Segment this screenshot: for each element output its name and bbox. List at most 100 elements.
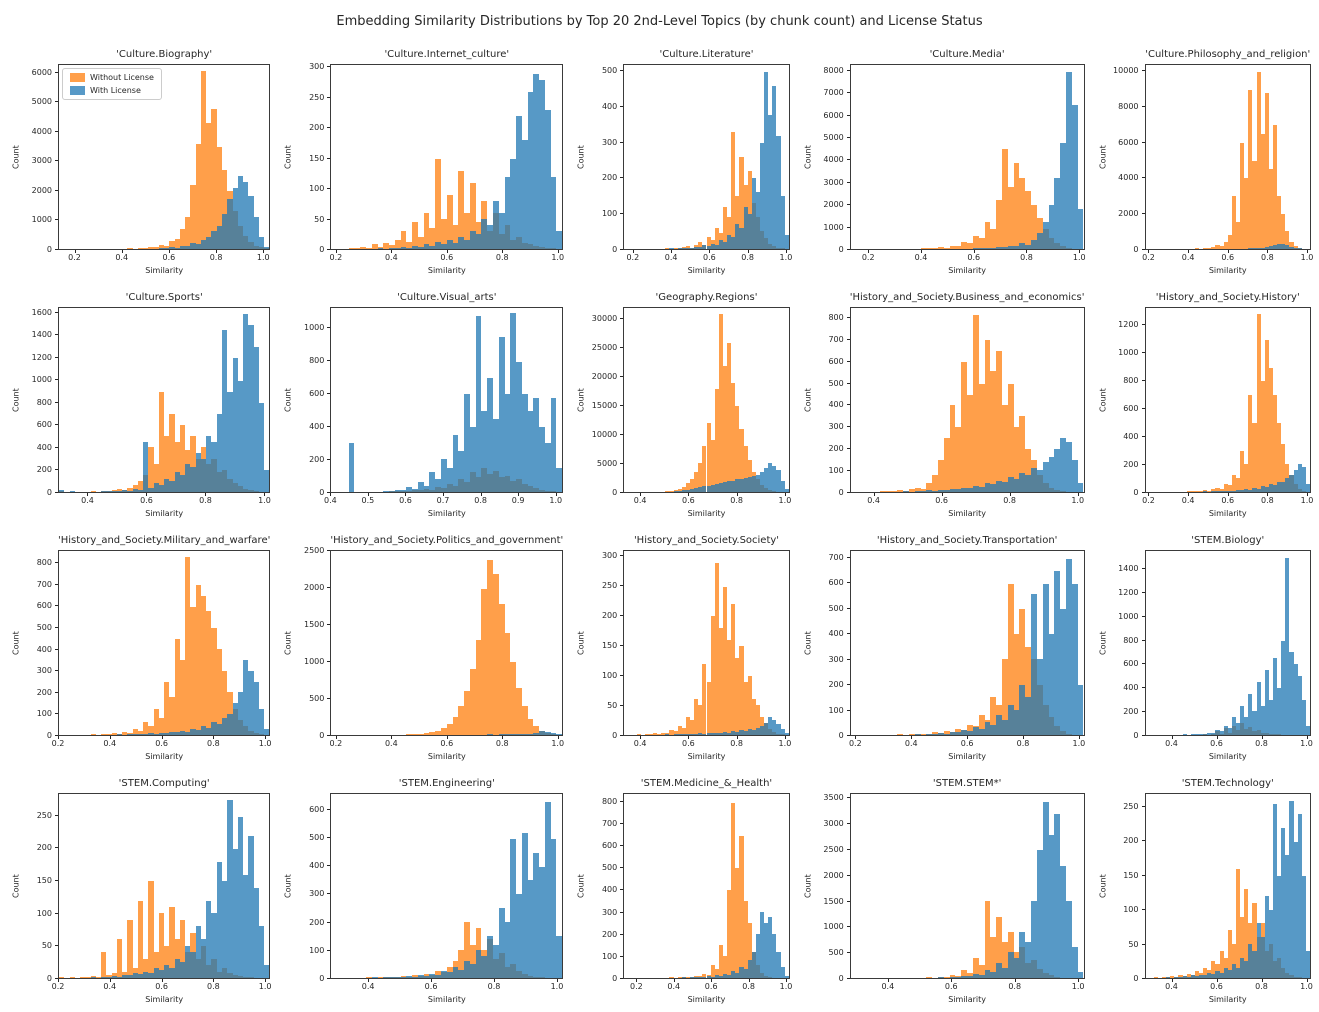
histogram-bar (1194, 975, 1199, 978)
y-tick-mark (55, 492, 58, 493)
histogram-bar (949, 245, 956, 249)
histogram-bar (1240, 916, 1245, 978)
x-tick-label: 0.6 (967, 253, 981, 262)
y-tick-mark (55, 561, 58, 563)
histogram-bar (137, 974, 144, 978)
subplot-title: 'History_and_Society.Business_and_econom… (849, 292, 1085, 303)
histogram-bar (949, 731, 956, 735)
histogram-without-license (1146, 65, 1311, 249)
x-tick-label: 0.2 (51, 982, 65, 991)
x-tick-label: 0.8 (474, 496, 487, 505)
histogram-bar (164, 436, 170, 492)
histogram-bar (1002, 247, 1008, 249)
y-tick-label: 1400 (1118, 564, 1139, 574)
histogram-bar (722, 586, 728, 735)
histogram-bar (59, 976, 65, 978)
histogram-bar (1066, 442, 1072, 492)
histogram-bar (972, 235, 979, 249)
subplot-title: 'Culture.Media' (929, 49, 1005, 60)
y-tick-mark (846, 607, 850, 609)
histogram-bar (1260, 937, 1265, 978)
histogram-bar (348, 247, 355, 249)
y-tick-mark (846, 978, 850, 979)
histogram-bar (903, 734, 909, 735)
y-tick-mark (620, 800, 624, 802)
histogram-bar (174, 732, 180, 735)
histogram-bar (747, 171, 752, 249)
histogram-bar (533, 74, 540, 249)
x-tick-label: 1.0 (1300, 739, 1313, 748)
x-tick-label: 1.0 (779, 253, 793, 262)
histogram-bar (1281, 828, 1286, 978)
histogram-bar (932, 734, 939, 735)
histogram-bar (903, 491, 909, 492)
y-tick-mark (620, 555, 624, 556)
y-tick-label: 1000 (303, 657, 325, 667)
histogram-bar (1031, 204, 1037, 249)
histogram-bar (1071, 947, 1078, 978)
histogram-with-license (851, 308, 1084, 492)
histogram-bar (1077, 483, 1084, 492)
histogram-bar (1219, 246, 1224, 249)
y-tick-mark (1141, 943, 1145, 945)
plot-area (330, 307, 564, 493)
y-tick-mark (846, 848, 850, 850)
x-tick-mark (671, 250, 673, 253)
histogram-bar (1268, 169, 1273, 249)
histogram-bar (768, 717, 773, 735)
histogram-bar (932, 490, 939, 492)
histogram-bar (258, 709, 265, 735)
y-axis-label: Count (11, 388, 21, 412)
histogram-bar (521, 733, 528, 735)
histogram-bar (1013, 427, 1020, 492)
histogram-bar (747, 960, 752, 978)
y-tick-label: 25000 (591, 342, 618, 352)
y-tick-label: 200 (309, 123, 325, 133)
x-tick-mark (335, 250, 337, 253)
x-tick-mark (973, 250, 975, 253)
x-tick-label: 0.9 (511, 496, 525, 505)
histogram-bar (731, 604, 736, 735)
x-tick-label: 0.4 (103, 982, 117, 991)
histogram-with-license (59, 794, 270, 978)
histogram-bar (1178, 975, 1183, 978)
x-axis-label: Similarity (145, 995, 184, 1004)
histogram-bar (681, 977, 686, 978)
y-tick-mark (1141, 492, 1145, 493)
x-tick-mark (1307, 250, 1309, 253)
x-axis-label: Similarity (427, 509, 466, 518)
y-tick-label: 600 (601, 841, 618, 851)
y-tick-mark (620, 867, 624, 869)
y-tick-label: 100 (601, 209, 618, 219)
histogram-bar (458, 950, 465, 978)
histogram-bar (127, 919, 133, 978)
y-axis-label: Count (803, 631, 813, 655)
y-tick-mark (55, 735, 58, 736)
histogram-bar (1240, 450, 1245, 492)
subplot: 'History_and_Society.Society' Count 0 50 100… (575, 534, 792, 763)
x-tick-mark (216, 250, 218, 253)
histogram-bar (232, 848, 238, 978)
histogram-bar (1042, 583, 1049, 735)
histogram-bar (116, 491, 123, 492)
x-tick-mark (1227, 250, 1229, 253)
histogram-bar (996, 247, 1003, 249)
histogram-bar (206, 123, 212, 249)
histogram-bar (751, 699, 756, 735)
histogram-bar (784, 975, 789, 978)
histogram-bar (487, 734, 493, 735)
histogram-bar (1019, 932, 1026, 978)
y-tick-label: 1500 (303, 620, 325, 630)
histogram-bar (200, 726, 207, 735)
histogram-bar (1013, 957, 1020, 978)
histogram-bar (1077, 209, 1084, 249)
x-tick-mark (1261, 979, 1263, 982)
histogram-bar (1268, 699, 1273, 735)
histogram-bar (780, 967, 785, 978)
y-tick-label: 800 (1123, 376, 1139, 386)
histogram-bar (764, 467, 769, 492)
histogram-bar (1252, 711, 1257, 735)
histogram-bar (179, 660, 186, 735)
histogram-bar (423, 975, 430, 978)
histogram-bar (516, 687, 522, 735)
